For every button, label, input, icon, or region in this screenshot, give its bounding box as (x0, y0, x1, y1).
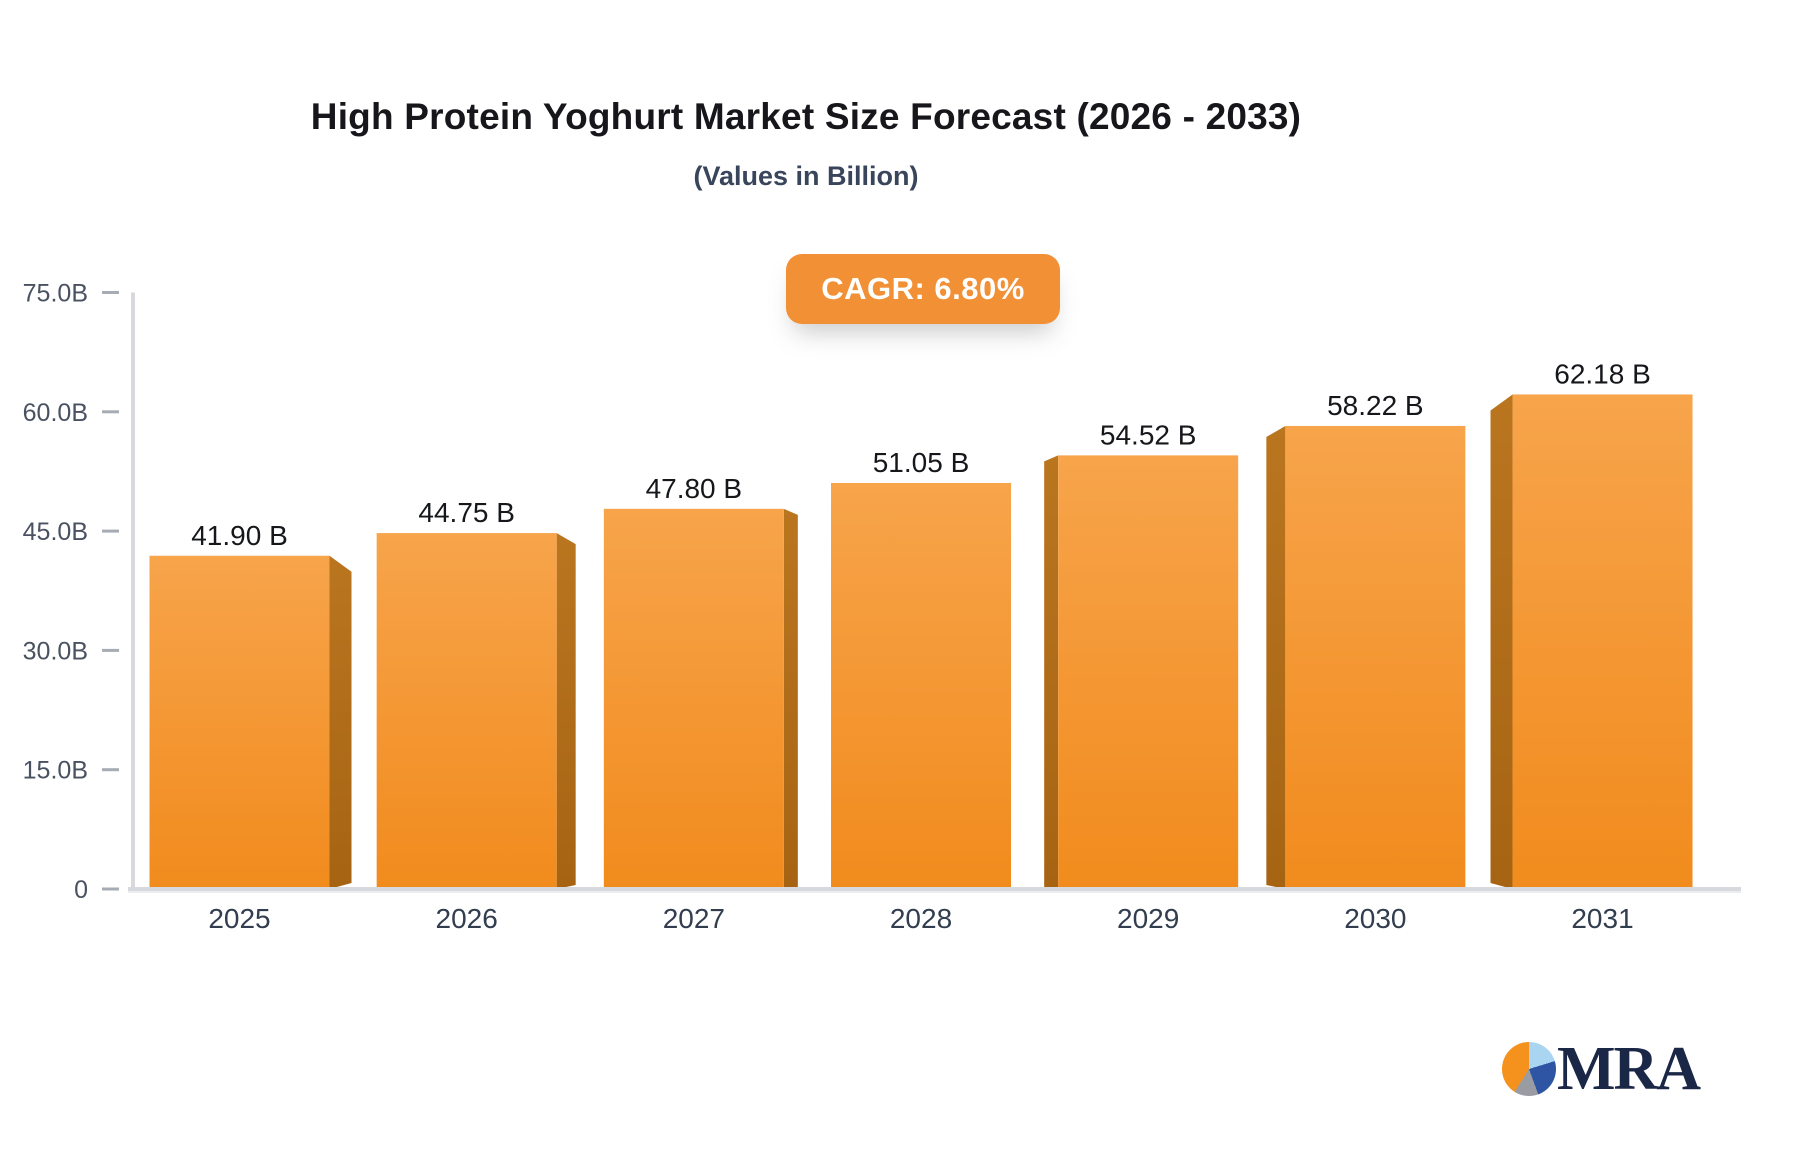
bar-side (556, 533, 576, 889)
bar-face (831, 482, 1012, 889)
bar-group-2026[interactable]: 44.75 B 2026 (376, 497, 576, 934)
cagr-badge: CAGR: 6.80% (786, 254, 1060, 324)
bar-value-label: 44.75 B (418, 497, 515, 528)
y-tick-label: 60.0B (23, 399, 88, 427)
bar-group-2027[interactable]: 47.80 B 2027 (603, 473, 798, 934)
y-tick-mark (102, 529, 119, 533)
chart-title: High Protein Yoghurt Market Size Forecas… (310, 96, 1302, 137)
pie-chart-icon (1502, 1042, 1556, 1096)
bar-face (376, 533, 557, 889)
x-category-label: 2030 (1344, 903, 1406, 934)
brand-name: MRA (1557, 1035, 1701, 1103)
bar-side (1044, 455, 1059, 889)
bar-value-label: 54.52 B (1100, 419, 1197, 450)
y-tick-label: 30.0B (23, 637, 88, 665)
x-category-label: 2028 (890, 903, 952, 934)
x-category-label: 2026 (436, 903, 498, 934)
bar-side (1490, 394, 1513, 889)
chart-subtitle: (Values in Billion) (693, 161, 919, 191)
bar-face (603, 508, 784, 889)
y-axis-line (131, 292, 135, 889)
y-tick-mark (102, 648, 119, 652)
bar-value-label: 62.18 B (1554, 358, 1651, 389)
bar-value-label: 41.90 B (191, 520, 288, 551)
bar-side (329, 555, 352, 889)
brand-logo: MRA (1502, 1035, 1701, 1103)
bar-face (1285, 425, 1466, 889)
bar-face (1058, 455, 1239, 889)
x-category-label: 2029 (1117, 903, 1179, 934)
bar-face (1512, 394, 1693, 889)
bar-group-2031[interactable]: 62.18 B 2031 (1490, 358, 1693, 934)
y-tick-label: 75.0B (23, 280, 88, 308)
y-tick-label: 15.0B (23, 757, 88, 785)
y-tick-mark (102, 887, 119, 891)
x-category-label: 2031 (1571, 903, 1633, 934)
bar-value-label: 51.05 B (873, 447, 970, 478)
x-category-label: 2027 (663, 903, 725, 934)
x-axis-line (128, 887, 1741, 891)
x-category-label: 2025 (208, 903, 270, 934)
bar-group-2029[interactable]: 54.52 B 2029 (1044, 419, 1239, 934)
bar-face (149, 555, 330, 889)
bar-value-label: 58.22 B (1327, 390, 1424, 421)
y-tick-mark (102, 768, 119, 772)
y-tick-label: 0 (74, 876, 88, 904)
bar-side (783, 508, 798, 889)
bar-group-2025[interactable]: 41.90 B 2025 (149, 520, 352, 934)
bar-group-2028[interactable]: 51.05 B 2028 (831, 447, 1012, 934)
bar-group-2030[interactable]: 58.22 B 2030 (1266, 390, 1466, 934)
y-tick-mark (102, 410, 119, 414)
y-tick-label: 45.0B (23, 518, 88, 546)
x-axis-shadow (128, 891, 1741, 893)
y-tick-mark (102, 291, 119, 294)
bar-value-label: 47.80 B (646, 473, 743, 504)
bar-side (1266, 425, 1286, 889)
